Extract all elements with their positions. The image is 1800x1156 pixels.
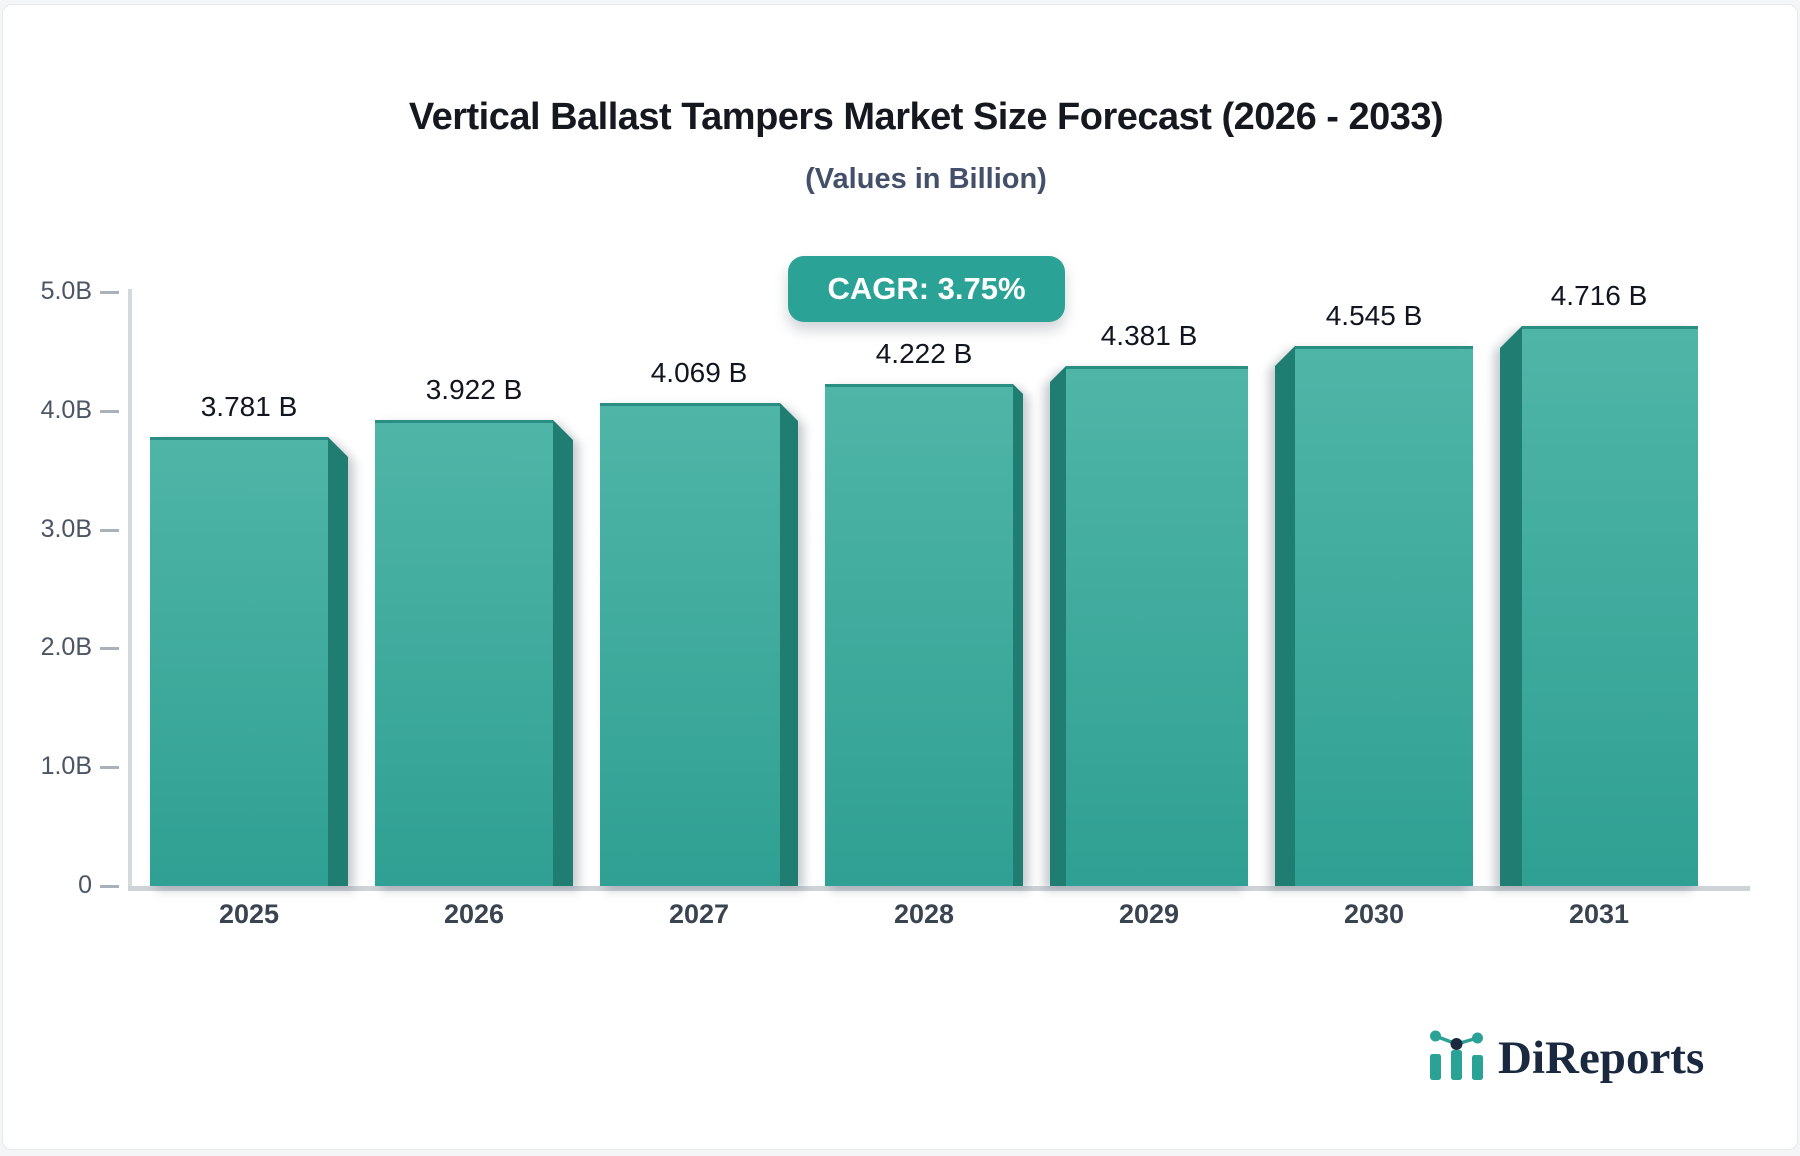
bar <box>825 384 1023 886</box>
bar-value-label: 4.069 B <box>650 357 748 388</box>
cagr-badge: CAGR: 3.75% <box>788 256 1065 322</box>
x-tick-label: 2025 <box>218 899 280 929</box>
bar-side-face <box>1500 326 1522 886</box>
bar-value-label: 3.922 B <box>425 374 523 405</box>
bar-side-face <box>553 420 573 886</box>
x-tick-label: 2028 <box>893 899 955 929</box>
x-tick-label: 2026 <box>443 899 505 929</box>
bar <box>1050 366 1248 886</box>
chart-subtitle: (Values in Billion) <box>805 163 1047 195</box>
bar-side-face <box>780 403 798 886</box>
chart-title: Vertical Ballast Tampers Market Size For… <box>408 96 1444 138</box>
bar-chart-logo-icon <box>1428 1024 1490 1087</box>
y-tick-label: 3.0B <box>40 514 92 543</box>
y-tick-label: 0 <box>78 871 92 899</box>
bar-front-face <box>600 403 780 886</box>
bar-value-label: 4.545 B <box>1325 300 1423 331</box>
bar-side-face <box>1013 384 1023 886</box>
bar <box>600 403 798 886</box>
x-tick-label: 2031 <box>1568 899 1630 929</box>
brand-name: DiReports <box>1498 1032 1705 1084</box>
y-tick-label: 4.0B <box>40 395 92 424</box>
bar-value-label: 4.381 B <box>1100 320 1198 351</box>
y-tick-mark <box>100 409 119 413</box>
bar-side-face <box>1050 366 1066 886</box>
y-tick-mark <box>100 766 119 770</box>
bar-value-label: 3.781 B <box>200 391 298 422</box>
y-tick-mark <box>100 291 119 294</box>
bar-front-face <box>1066 366 1248 886</box>
y-axis-line <box>128 289 132 891</box>
bar-front-face <box>150 437 328 886</box>
x-tick-label: 2029 <box>1118 899 1180 929</box>
brand-logo: DiReports <box>1428 1024 1704 1087</box>
bar-value-label: 4.716 B <box>1550 280 1648 311</box>
x-tick-label: 2027 <box>668 899 730 929</box>
bar-front-face <box>375 420 553 886</box>
y-tick-mark <box>100 528 119 532</box>
bar <box>1275 346 1473 886</box>
y-tick-mark <box>100 647 119 651</box>
bar-side-face <box>328 437 348 886</box>
y-tick-label: 5.0B <box>40 277 92 305</box>
bar <box>1500 326 1698 886</box>
y-tick-label: 2.0B <box>40 633 92 662</box>
y-tick-mark <box>100 885 119 888</box>
bar-value-label: 4.222 B <box>875 338 973 369</box>
y-tick-label: 1.0B <box>40 752 92 781</box>
bar-side-face <box>1275 346 1295 886</box>
bar <box>150 437 348 886</box>
x-tick-label: 2030 <box>1343 899 1405 929</box>
x-axis-line <box>128 886 1750 891</box>
bar-front-face <box>825 384 1013 886</box>
bar-front-face <box>1295 346 1473 886</box>
bar-front-face <box>1522 326 1698 886</box>
bar <box>375 420 573 886</box>
